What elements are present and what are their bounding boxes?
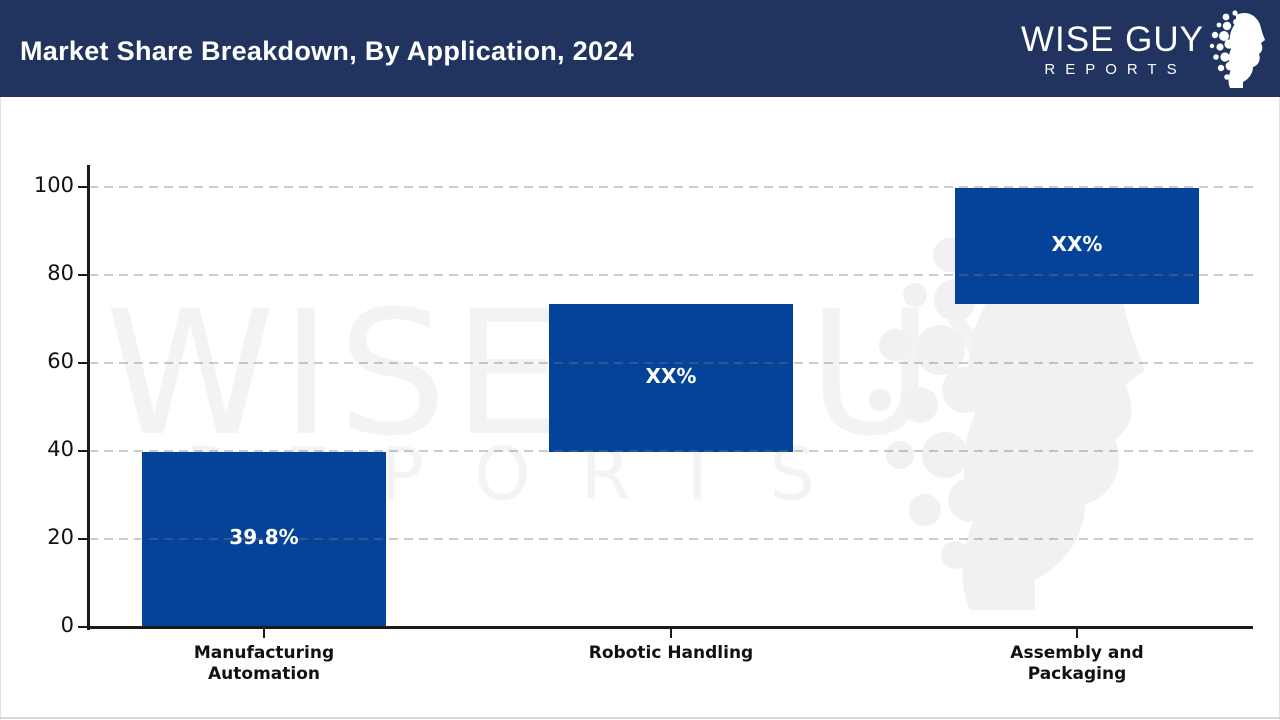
wiseguy-logo: WISE GUY REPORTS (1021, 8, 1266, 90)
wiseguy-face-icon (1209, 10, 1265, 88)
bar-value-label-3: XX% (1051, 231, 1103, 256)
gridline-100 (89, 186, 1253, 188)
x-category-label-line: Packaging (1027, 664, 1127, 684)
y-tick-label-100: 100 (33, 173, 74, 197)
page-border-left (0, 97, 1, 720)
chart-plot-area: 0 20 40 60 80 100 39.8% Manufacturing Automation… (0, 97, 1280, 720)
x-category-label-line: Assembly and (1010, 643, 1144, 663)
x-axis (87, 626, 1253, 629)
gridline-20 (89, 538, 1253, 540)
x-category-label-line: Manufacturing (193, 643, 335, 663)
x-category-label-line: Automation (208, 664, 320, 684)
x-tick-mark-1 (263, 629, 265, 638)
x-tick-mark-3 (1076, 629, 1078, 638)
logo-text: WISE GUY REPORTS (1021, 20, 1204, 78)
x-category-label-line: Robotic Handling (588, 643, 754, 663)
logo-wordmark: WISE GUY (1020, 20, 1204, 59)
gridline-40 (89, 450, 1253, 452)
gridline-80 (89, 274, 1253, 276)
y-tick-label-80: 80 (47, 261, 74, 285)
page-title: Market Share Breakdown, By Application, … (20, 36, 634, 66)
x-category-label-3: Assembly and Packaging (937, 643, 1217, 685)
x-category-label-2: Robotic Handling (531, 643, 811, 664)
x-category-label-1: Manufacturing Automation (124, 643, 404, 685)
gridline-60 (89, 362, 1253, 364)
y-tick-mark-40 (78, 450, 87, 452)
bar-value-label-1: 39.8% (229, 525, 299, 550)
y-axis (87, 165, 90, 630)
y-tick-mark-80 (78, 274, 87, 276)
y-tick-label-40: 40 (47, 437, 74, 461)
bar-1 (142, 451, 386, 627)
y-tick-mark-20 (78, 538, 87, 540)
header-bar: Market Share Breakdown, By Application, … (0, 0, 1280, 97)
page-border-bottom (0, 717, 1280, 719)
y-tick-mark-100 (78, 186, 87, 188)
y-tick-mark-0 (78, 626, 87, 628)
logo-subtitle: REPORTS (1044, 61, 1187, 78)
y-tick-mark-60 (78, 362, 87, 364)
x-tick-mark-2 (670, 629, 672, 638)
y-tick-label-60: 60 (47, 349, 74, 373)
bar-3 (955, 187, 1199, 304)
bar-value-label-2: XX% (645, 363, 697, 388)
y-tick-label-0: 0 (60, 613, 74, 637)
y-tick-label-20: 20 (47, 525, 74, 549)
bar-2 (549, 303, 793, 452)
